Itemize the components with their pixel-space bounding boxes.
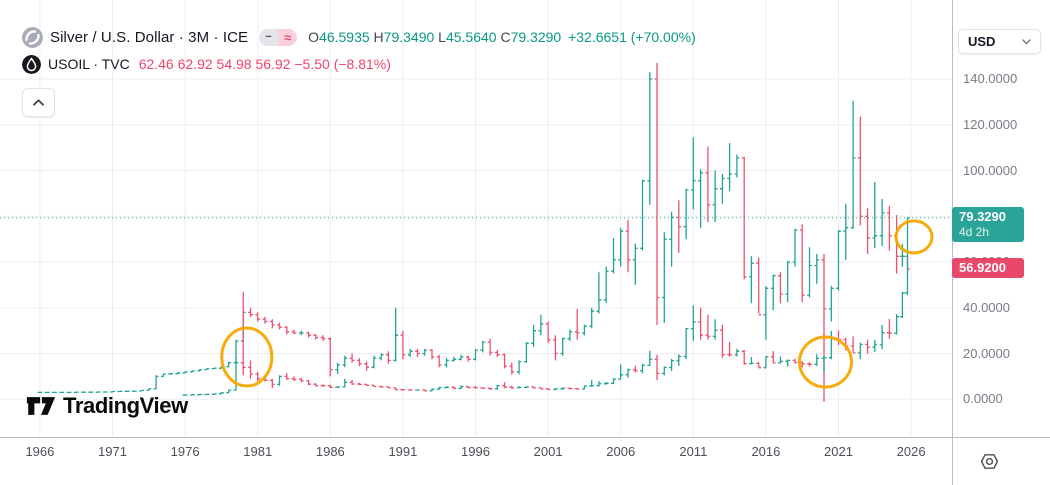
time-axis-label: 1976 [170,444,200,459]
time-axis-label: 2021 [824,444,853,459]
time-axis-separator[interactable] [0,437,1050,438]
collapse-legend-button[interactable] [22,88,55,117]
last-price-tag: 79.3290 4d 2h [952,206,1024,242]
legend-symbol-overlay[interactable]: USOIL · TVC 62.46 62.92 54.98 56.92 −5.5… [22,52,696,76]
time-axis-label: 1966 [25,444,55,459]
symbol-title[interactable]: Silver / U.S. Dollar · 3M · ICE [50,28,249,46]
close-value: 79.3290 [510,29,562,45]
time-axis-label: 2006 [606,444,636,459]
time-axis-label: 1991 [388,444,418,459]
legend-symbol-main[interactable]: Silver / U.S. Dollar · 3M · ICE − ≈ O46.… [22,24,696,50]
tradingview-logo[interactable]: TradingView [26,393,188,419]
approx-badge-icon: ≈ [278,28,298,46]
highlight-circle-annotation [894,219,934,255]
chevron-down-icon [1022,38,1031,44]
time-axis-label: 1971 [98,444,127,459]
price-axis-label: 140.0000 [963,71,1018,87]
chevron-up-icon [33,99,44,106]
overlay-symbol-title[interactable]: USOIL · TVC [48,56,130,72]
tradingview-wordmark: TradingView [63,393,188,418]
overlay-ohlc-values: 62.46 62.92 54.98 56.92 −5.50 (−8.81%) [138,56,391,72]
time-axis-label: 1996 [461,444,490,459]
silver-coin-icon [22,26,43,48]
price-axis[interactable]: USD 0.000020.000040.000060.000080.000010… [952,0,1050,437]
open-label: O [308,29,320,45]
highlight-circle-annotation [798,335,853,389]
high-label: H [373,29,384,45]
high-value: 79.3490 [383,29,435,45]
time-axis[interactable]: 1966 1971 1976 1981 1986 1991 1996 2001 2006 2011… [0,438,952,485]
change-value: +32.6651 (+70.00%) [568,29,696,45]
close-label: C [500,29,511,45]
price-axis-separator[interactable] [952,0,953,485]
time-axis-label: 2001 [533,444,563,459]
highlight-circle-annotation [220,326,274,388]
price-axis-label: 100.0000 [963,162,1018,178]
time-axis-label: 2011 [679,444,708,459]
axis-corner [953,438,1050,485]
currency-label: USD [968,34,996,49]
last-price-tag: 56.9200 [952,258,1024,279]
price-scale-settings-gear-icon[interactable] [980,452,999,471]
price-axis-label: 0.0000 [963,391,1003,407]
price-axis-label: 40.0000 [963,299,1010,315]
time-axis-label: 1981 [243,444,273,459]
price-chart-canvas[interactable] [0,0,952,437]
minus-badge-icon: − [259,28,279,46]
ohlc-values: O46.5935 H79.3490 L45.5640 C79.3290 +32.… [308,29,696,45]
price-axis-label: 120.0000 [963,116,1018,132]
chart-legend: Silver / U.S. Dollar · 3M · ICE − ≈ O46.… [22,24,696,117]
marker-badges[interactable]: − ≈ [259,28,298,46]
currency-selector-button[interactable]: USD [958,29,1041,54]
open-value: 46.5935 [319,29,370,45]
tradingview-mark-icon [26,397,56,415]
price-axis-label: 20.0000 [963,345,1010,361]
time-axis-label: 2016 [751,444,781,459]
time-axis-label: 1986 [315,444,345,459]
time-axis-label: 2026 [896,444,926,459]
oil-drop-icon [22,54,41,74]
low-value: 45.5640 [445,29,497,45]
low-label: L [438,29,446,45]
